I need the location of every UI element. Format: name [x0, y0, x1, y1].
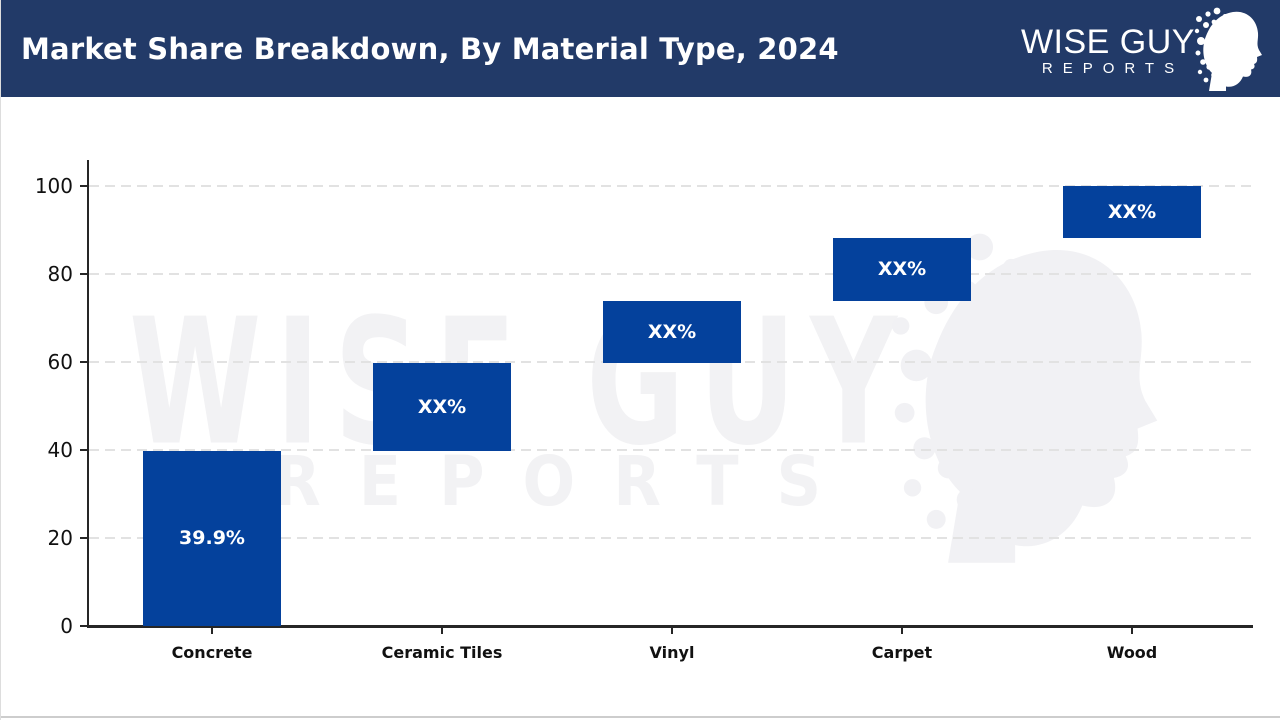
y-tick-label: 60	[47, 350, 73, 375]
category-label: Wood	[1106, 643, 1158, 662]
logo-text: WISE GUY REPORTS	[1021, 24, 1195, 78]
bottom-border	[1, 716, 1280, 718]
header: Market Share Breakdown, By Material Type…	[1, 0, 1280, 97]
x-tick	[441, 626, 443, 634]
bar-value-label: 39.9%	[179, 527, 245, 550]
gridline	[89, 185, 1253, 188]
y-tick	[80, 273, 89, 276]
logo-head-icon	[1194, 7, 1262, 91]
wise-guy-logo: WISE GUY REPORTS	[1021, 7, 1267, 91]
chart-title: Market Share Breakdown, By Material Type…	[21, 31, 839, 66]
y-tick-label: 40	[47, 438, 73, 463]
y-axis	[87, 160, 89, 626]
bar-value-label: XX%	[877, 258, 927, 281]
logo-subtitle: REPORTS	[1041, 59, 1185, 77]
x-tick	[901, 626, 903, 634]
bar: 39.9%	[143, 450, 281, 626]
watermark-subtitle: REPORTS	[273, 441, 860, 522]
x-tick	[1131, 626, 1133, 634]
gridline	[89, 537, 1253, 540]
gridline	[89, 449, 1253, 452]
category-label: Concrete	[171, 643, 253, 662]
bar-value-label: XX%	[417, 395, 467, 418]
category-label: Ceramic Tiles	[381, 643, 503, 662]
y-tick-label: 20	[47, 526, 73, 551]
y-tick-label: 0	[60, 614, 73, 638]
bar: XX%	[373, 362, 511, 451]
y-tick-label: 100	[34, 174, 73, 199]
y-tick	[80, 185, 89, 188]
y-tick	[80, 449, 89, 452]
y-tick	[80, 625, 89, 627]
category-label: Carpet	[871, 643, 933, 662]
bar: XX%	[603, 301, 741, 363]
bar: XX%	[1063, 186, 1201, 238]
gridline	[89, 273, 1253, 276]
y-tick	[80, 537, 89, 540]
category-label: Vinyl	[649, 643, 695, 662]
chart-area: WISE GUY REPORTS 0 20 40 60 80 100 39.9% Concre…	[1, 97, 1280, 720]
x-axis	[87, 625, 1253, 628]
y-tick-label: 80	[47, 262, 73, 287]
bar-value-label: XX%	[1107, 201, 1157, 224]
watermark-head-icon	[892, 233, 1158, 563]
bar-value-label: XX%	[647, 320, 697, 343]
logo-wordmark: WISE GUY	[1020, 22, 1195, 61]
bar: XX%	[833, 237, 971, 302]
y-tick	[80, 361, 89, 364]
x-tick	[671, 626, 673, 634]
plot-area: 0 20 40 60 80 100 39.9% Concrete XX% Ceramic Tile…	[35, 160, 1253, 662]
x-tick	[211, 626, 213, 634]
